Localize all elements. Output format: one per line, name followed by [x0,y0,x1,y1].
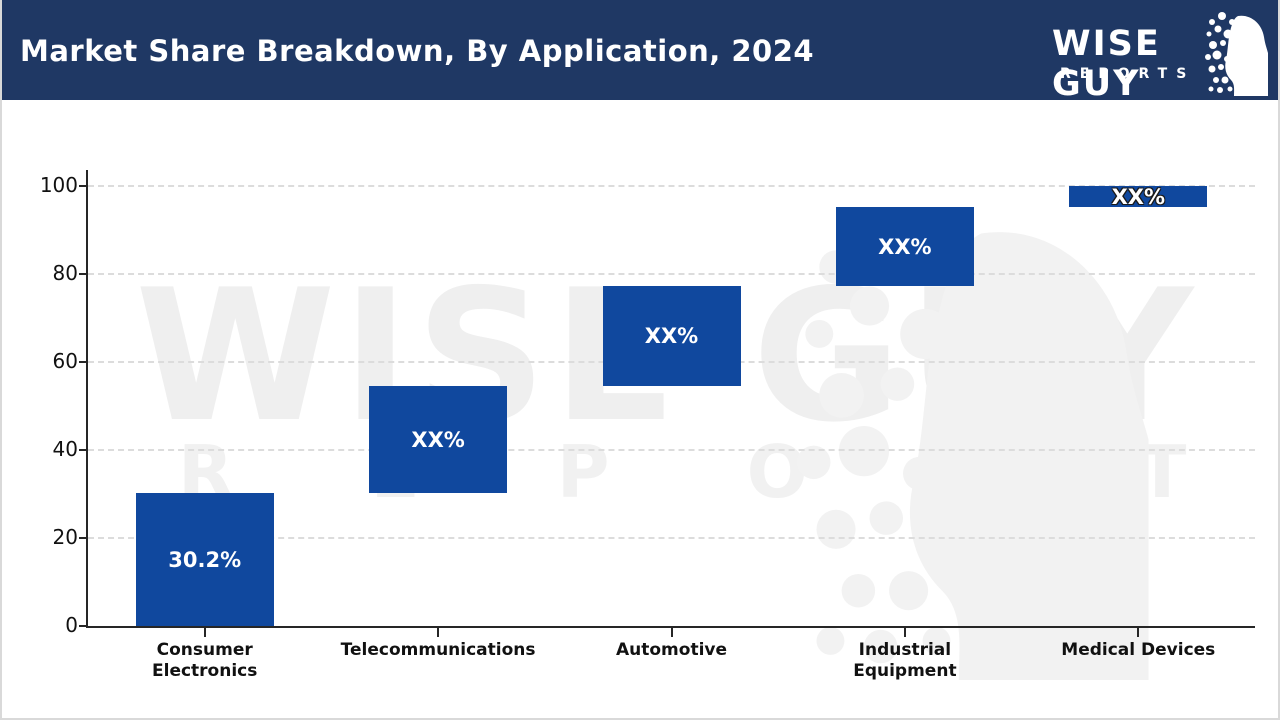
x-category-label: Automotive [616,640,727,661]
bar-value-label: XX% [644,324,699,349]
x-category-line: Industrial [858,640,952,660]
y-tickmark-40 [79,449,88,451]
x-category-line: Electronics [152,661,258,681]
gridline-40 [88,449,1255,451]
bar-4 [1069,186,1208,208]
gridline-80 [88,273,1255,275]
y-tickmark-0 [79,625,88,627]
gridline-100 [88,185,1255,187]
y-tick-label-20: 20 [52,525,78,549]
x-category-label: Industrial Equipment [853,640,956,682]
x-tickmark-2 [670,628,673,637]
x-category-label: Medical Devices [1061,640,1215,661]
y-tickmark-20 [79,537,88,539]
x-category-line: Equipment [853,661,957,681]
brand-logo: WISE GUY REPORTS [1012,8,1268,104]
bar-value-label: 30.2% [168,547,242,572]
x-category-line: Telecommunications [340,640,536,660]
gridline-20 [88,537,1255,539]
y-tick-label-40: 40 [52,437,78,461]
x-category-label: Telecommunications [341,640,536,661]
y-tickmark-100 [79,185,88,187]
chart-area: WISE GUY R E P O R T S 02040608010030.2%… [0,100,1280,720]
x-category-label: Consumer Electronics [152,640,257,682]
y-tick-label-60: 60 [52,349,78,373]
bar-value-label: XX% [1111,184,1166,209]
header-banner: Market Share Breakdown, By Application, … [0,0,1280,104]
y-axis-line [86,170,88,628]
y-tick-label-0: 0 [65,613,78,637]
x-category-line: Medical Devices [1061,640,1216,660]
bar-1 [369,386,508,494]
bar-value-label: XX% [878,234,932,259]
bar-3 [835,207,974,286]
bar-2 [602,285,741,387]
bar-0 [135,493,274,626]
x-tickmark-1 [437,628,440,637]
bar-value-label: XX% [411,427,465,452]
y-tick-label-80: 80 [52,261,78,285]
brand-name: WISE GUY [1052,24,1161,104]
x-axis-line [86,626,1255,628]
x-tickmark-0 [203,628,206,637]
y-tickmark-60 [79,361,88,363]
y-tick-label-100: 100 [39,173,78,197]
x-category-line: Consumer [156,640,253,660]
brand-subtitle: REPORTS [1060,66,1196,82]
y-tickmark-80 [79,273,88,275]
x-tickmark-3 [903,628,906,637]
watermark-face-icon [796,211,1149,680]
brand-face-icon [1205,12,1268,96]
x-tickmark-4 [1137,628,1140,637]
page-title: Market Share Breakdown, By Application, … [20,34,815,68]
x-category-line: Automotive [615,640,728,660]
